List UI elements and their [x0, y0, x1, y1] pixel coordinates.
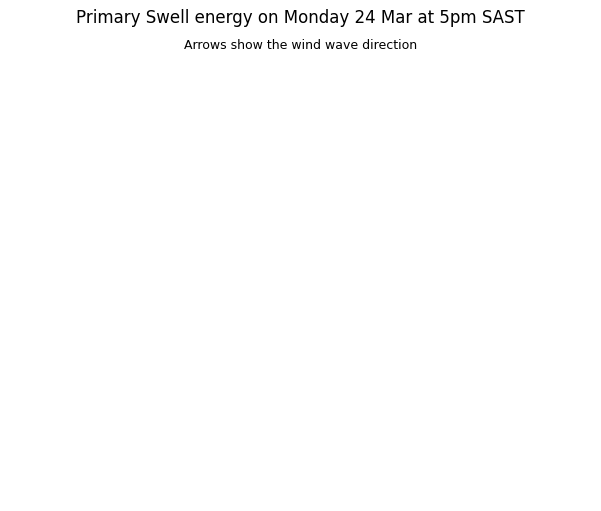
- Text: Arrows show the wind wave direction: Arrows show the wind wave direction: [184, 39, 417, 53]
- Text: Primary Swell energy on Monday 24 Mar at 5pm SAST: Primary Swell energy on Monday 24 Mar at…: [76, 9, 525, 28]
- Text: Cartopy required: Cartopy required: [218, 276, 383, 296]
